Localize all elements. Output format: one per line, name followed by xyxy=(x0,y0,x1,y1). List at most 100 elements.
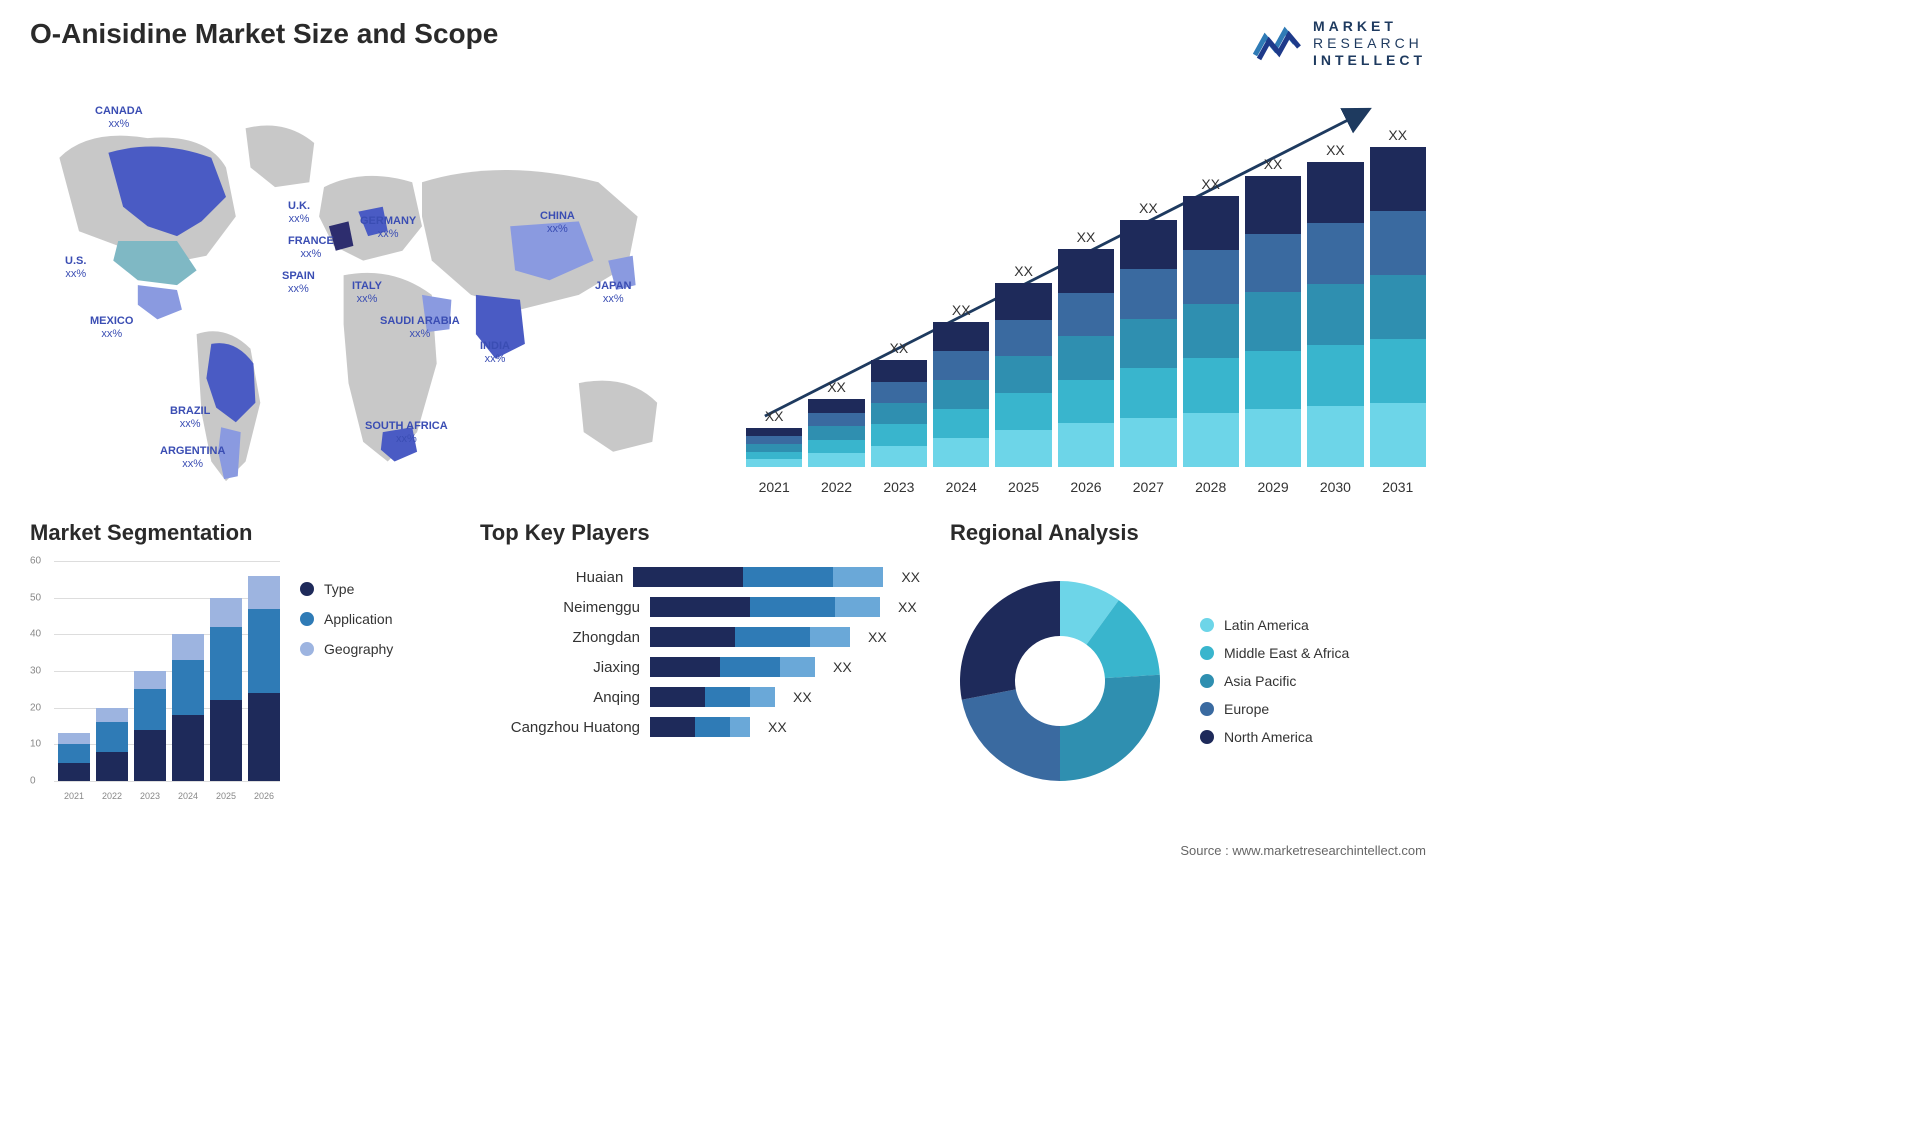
key-players-panel: Top Key Players HuaianXXNeimengguXXZhong… xyxy=(480,520,920,830)
trend-value-label: XX xyxy=(1201,176,1220,192)
trend-x-label: 2026 xyxy=(1058,479,1114,495)
player-bar xyxy=(650,627,850,647)
seg-bar xyxy=(248,576,280,781)
player-value: XX xyxy=(868,629,887,645)
brand-logo: MARKET RESEARCH INTELLECT xyxy=(1253,18,1426,68)
segmentation-panel: Market Segmentation 20212022202320242025… xyxy=(30,520,450,830)
trend-value-label: XX xyxy=(1264,156,1283,172)
trend-value-label: XX xyxy=(952,302,971,318)
logo-line1: MARKET xyxy=(1313,18,1426,35)
player-name: Neimenggu xyxy=(480,599,640,616)
legend-label: Application xyxy=(324,611,393,627)
player-row: Huaian XX xyxy=(480,567,920,587)
source-attribution: Source : www.marketresearchintellect.com xyxy=(1180,843,1426,858)
legend-item: Latin America xyxy=(1200,617,1426,633)
player-name: Anqing xyxy=(480,689,640,706)
regional-donut xyxy=(950,571,1170,791)
legend-item: Application xyxy=(300,611,450,627)
legend-label: Type xyxy=(324,581,354,597)
seg-bar xyxy=(134,671,166,781)
map-label: ITALYxx% xyxy=(352,280,382,306)
trend-bar: XX xyxy=(746,408,802,467)
legend-dot-icon xyxy=(1200,730,1214,744)
donut-segment xyxy=(962,689,1060,781)
trend-bar: XX xyxy=(1058,229,1114,467)
seg-x-label: 2022 xyxy=(96,791,128,801)
legend-dot-icon xyxy=(300,582,314,596)
seg-x-label: 2024 xyxy=(172,791,204,801)
player-bar xyxy=(650,597,880,617)
trend-value-label: XX xyxy=(1139,200,1158,216)
seg-x-label: 2026 xyxy=(248,791,280,801)
trend-value-label: XX xyxy=(827,379,846,395)
player-row: Cangzhou Huatong XX xyxy=(480,717,920,737)
player-value: XX xyxy=(793,689,812,705)
trend-x-label: 2028 xyxy=(1183,479,1239,495)
trend-x-label: 2025 xyxy=(995,479,1051,495)
map-label: CHINAxx% xyxy=(540,210,575,236)
trend-x-label: 2024 xyxy=(933,479,989,495)
trend-x-label: 2027 xyxy=(1120,479,1176,495)
player-value: XX xyxy=(768,719,787,735)
seg-bar xyxy=(96,708,128,781)
trend-bar: XX xyxy=(933,302,989,467)
player-value: XX xyxy=(901,569,920,585)
logo-icon xyxy=(1253,23,1303,63)
seg-x-label: 2023 xyxy=(134,791,166,801)
trend-bar: XX xyxy=(995,263,1051,467)
legend-item: North America xyxy=(1200,729,1426,745)
logo-line3: INTELLECT xyxy=(1313,52,1426,69)
trend-bar: XX xyxy=(1370,127,1426,467)
player-bar xyxy=(650,717,750,737)
map-label: SAUDI ARABIAxx% xyxy=(380,315,460,341)
seg-x-label: 2025 xyxy=(210,791,242,801)
player-value: XX xyxy=(833,659,852,675)
legend-label: Europe xyxy=(1224,701,1269,717)
seg-y-label: 0 xyxy=(30,776,36,787)
donut-segment xyxy=(1060,675,1160,781)
player-value: XX xyxy=(898,599,917,615)
legend-label: Latin America xyxy=(1224,617,1309,633)
map-label: INDIAxx% xyxy=(480,340,510,366)
regional-title: Regional Analysis xyxy=(950,520,1426,546)
seg-bar xyxy=(172,634,204,781)
seg-y-label: 60 xyxy=(30,556,41,567)
legend-label: Asia Pacific xyxy=(1224,673,1296,689)
trend-x-label: 2030 xyxy=(1307,479,1363,495)
trend-value-label: XX xyxy=(1077,229,1096,245)
regional-legend: Latin AmericaMiddle East & AfricaAsia Pa… xyxy=(1200,617,1426,745)
trend-value-label: XX xyxy=(1388,127,1407,143)
legend-dot-icon xyxy=(1200,674,1214,688)
seg-bar xyxy=(58,733,90,781)
player-name: Zhongdan xyxy=(480,629,640,646)
map-label: BRAZILxx% xyxy=(170,405,210,431)
trend-bar: XX xyxy=(1120,200,1176,467)
trend-value-label: XX xyxy=(890,340,909,356)
seg-x-label: 2021 xyxy=(58,791,90,801)
seg-y-label: 30 xyxy=(30,666,41,677)
seg-y-label: 50 xyxy=(30,592,41,603)
player-row: Zhongdan XX xyxy=(480,627,920,647)
map-label: SOUTH AFRICAxx% xyxy=(365,420,448,446)
player-name: Cangzhou Huatong xyxy=(480,719,640,736)
seg-y-label: 40 xyxy=(30,629,41,640)
trend-x-label: 2029 xyxy=(1245,479,1301,495)
player-row: Neimenggu XX xyxy=(480,597,920,617)
trend-value-label: XX xyxy=(1326,142,1345,158)
map-label: SPAINxx% xyxy=(282,270,315,296)
seg-y-label: 20 xyxy=(30,702,41,713)
world-map: CANADAxx%U.S.xx%MEXICOxx%BRAZILxx%ARGENT… xyxy=(30,85,716,495)
player-name: Huaian xyxy=(480,569,623,586)
segmentation-chart: 202120222023202420252026 0102030405060 xyxy=(30,561,280,801)
map-label: U.S.xx% xyxy=(65,255,86,281)
map-label: ARGENTINAxx% xyxy=(160,445,225,471)
map-label: FRANCExx% xyxy=(288,235,334,261)
player-bar xyxy=(650,687,775,707)
trend-bar: XX xyxy=(1307,142,1363,467)
legend-item: Geography xyxy=(300,641,450,657)
donut-segment xyxy=(960,581,1060,700)
regional-panel: Regional Analysis Latin AmericaMiddle Ea… xyxy=(950,520,1426,830)
trend-x-label: 2021 xyxy=(746,479,802,495)
trend-bar: XX xyxy=(1183,176,1239,468)
trend-x-label: 2031 xyxy=(1370,479,1426,495)
